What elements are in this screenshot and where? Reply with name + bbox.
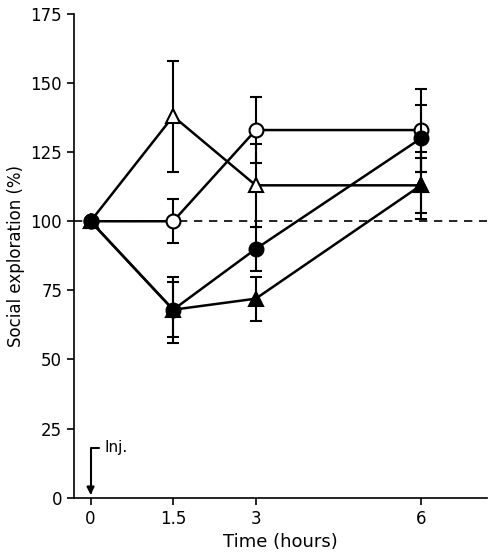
Text: Inj.: Inj. <box>87 440 127 493</box>
Y-axis label: Social exploration (%): Social exploration (%) <box>7 165 25 347</box>
X-axis label: Time (hours): Time (hours) <box>223 533 338 551</box>
